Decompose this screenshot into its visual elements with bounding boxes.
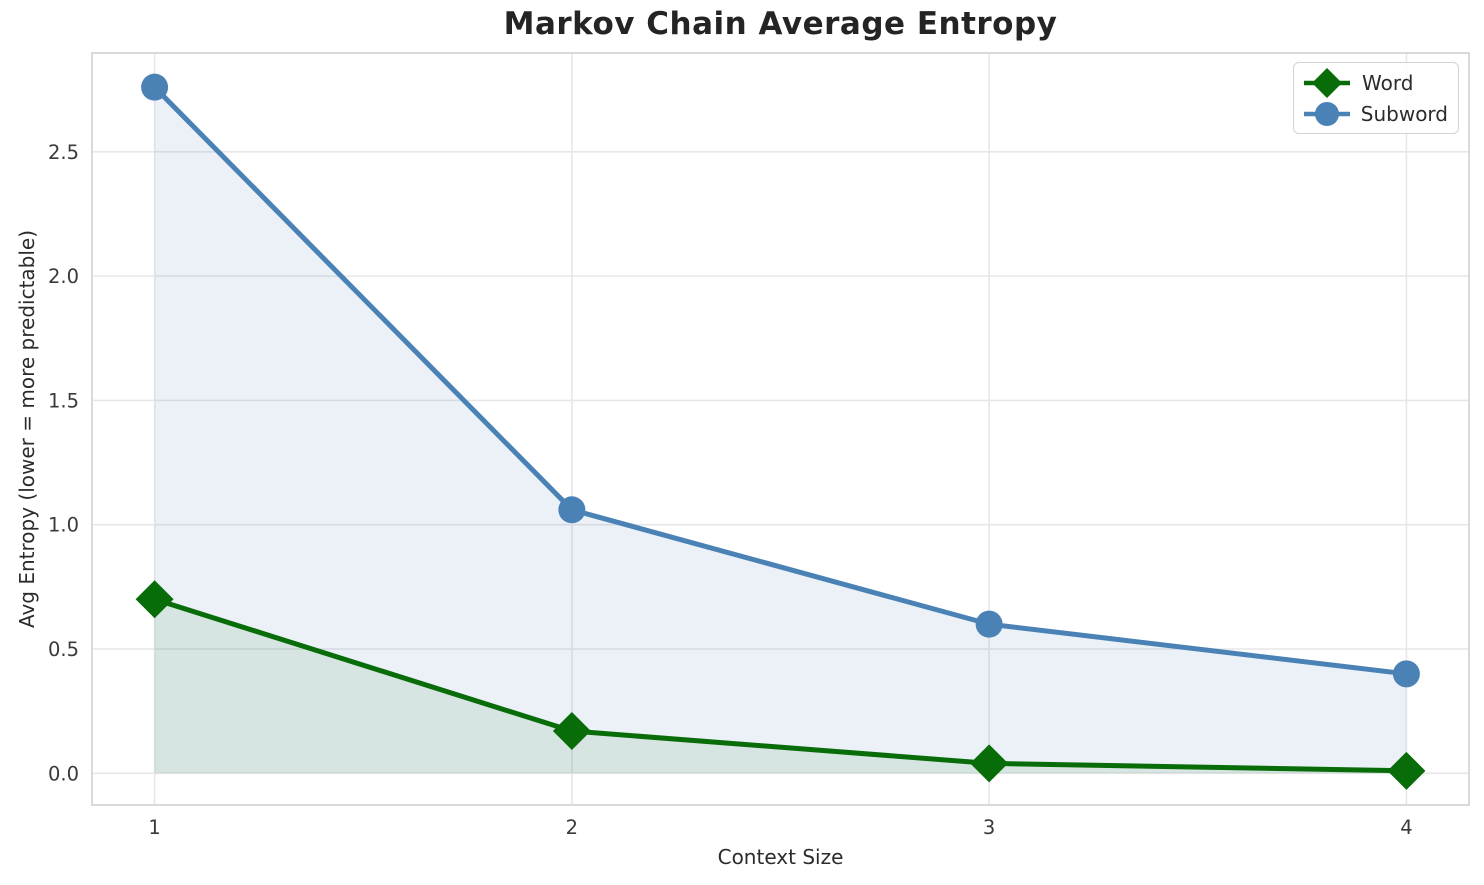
x-tick-label: 1 xyxy=(148,816,160,839)
circle-marker-icon xyxy=(1304,101,1350,126)
x-tick-label: 3 xyxy=(983,816,995,839)
area-fill-word xyxy=(154,599,1407,774)
series-line-subword xyxy=(152,84,1409,677)
legend-label: Subword xyxy=(1360,101,1448,126)
y-tick-label: 0.5 xyxy=(48,638,79,661)
data-point-word xyxy=(1387,751,1426,790)
data-point-subword xyxy=(1392,660,1420,688)
data-point-subword xyxy=(558,496,586,524)
data-point-word xyxy=(552,712,591,751)
chart-title: Markov Chain Average Entropy xyxy=(503,6,1058,42)
area-fill-subword xyxy=(154,87,1407,774)
plot-border xyxy=(91,52,1470,806)
y-tick-label: 1.0 xyxy=(48,514,79,537)
data-point-subword xyxy=(975,610,1003,638)
plot-background xyxy=(92,53,1469,805)
y-tick-label: 2.0 xyxy=(48,265,79,288)
y-axis-label: Avg Entropy (lower = more predictable) xyxy=(15,229,39,629)
data-point-subword xyxy=(141,73,169,101)
series-line-word xyxy=(152,596,1409,774)
y-tick-label: 1.5 xyxy=(48,389,79,412)
y-tick-label: 0.0 xyxy=(48,762,79,785)
y-tick-label: 2.5 xyxy=(48,141,79,164)
x-axis-label: Context Size xyxy=(717,845,844,869)
legend-item-subword: Subword xyxy=(1302,99,1448,128)
x-tick-label: 2 xyxy=(566,816,578,839)
data-point-word xyxy=(135,580,174,619)
legend: Word Subword xyxy=(1293,62,1459,134)
legend-item-word: Word xyxy=(1302,67,1448,98)
x-tick-label: 4 xyxy=(1400,816,1412,839)
diamond-marker-icon xyxy=(1304,67,1350,98)
legend-label: Word xyxy=(1362,70,1414,95)
data-point-word xyxy=(970,744,1009,783)
